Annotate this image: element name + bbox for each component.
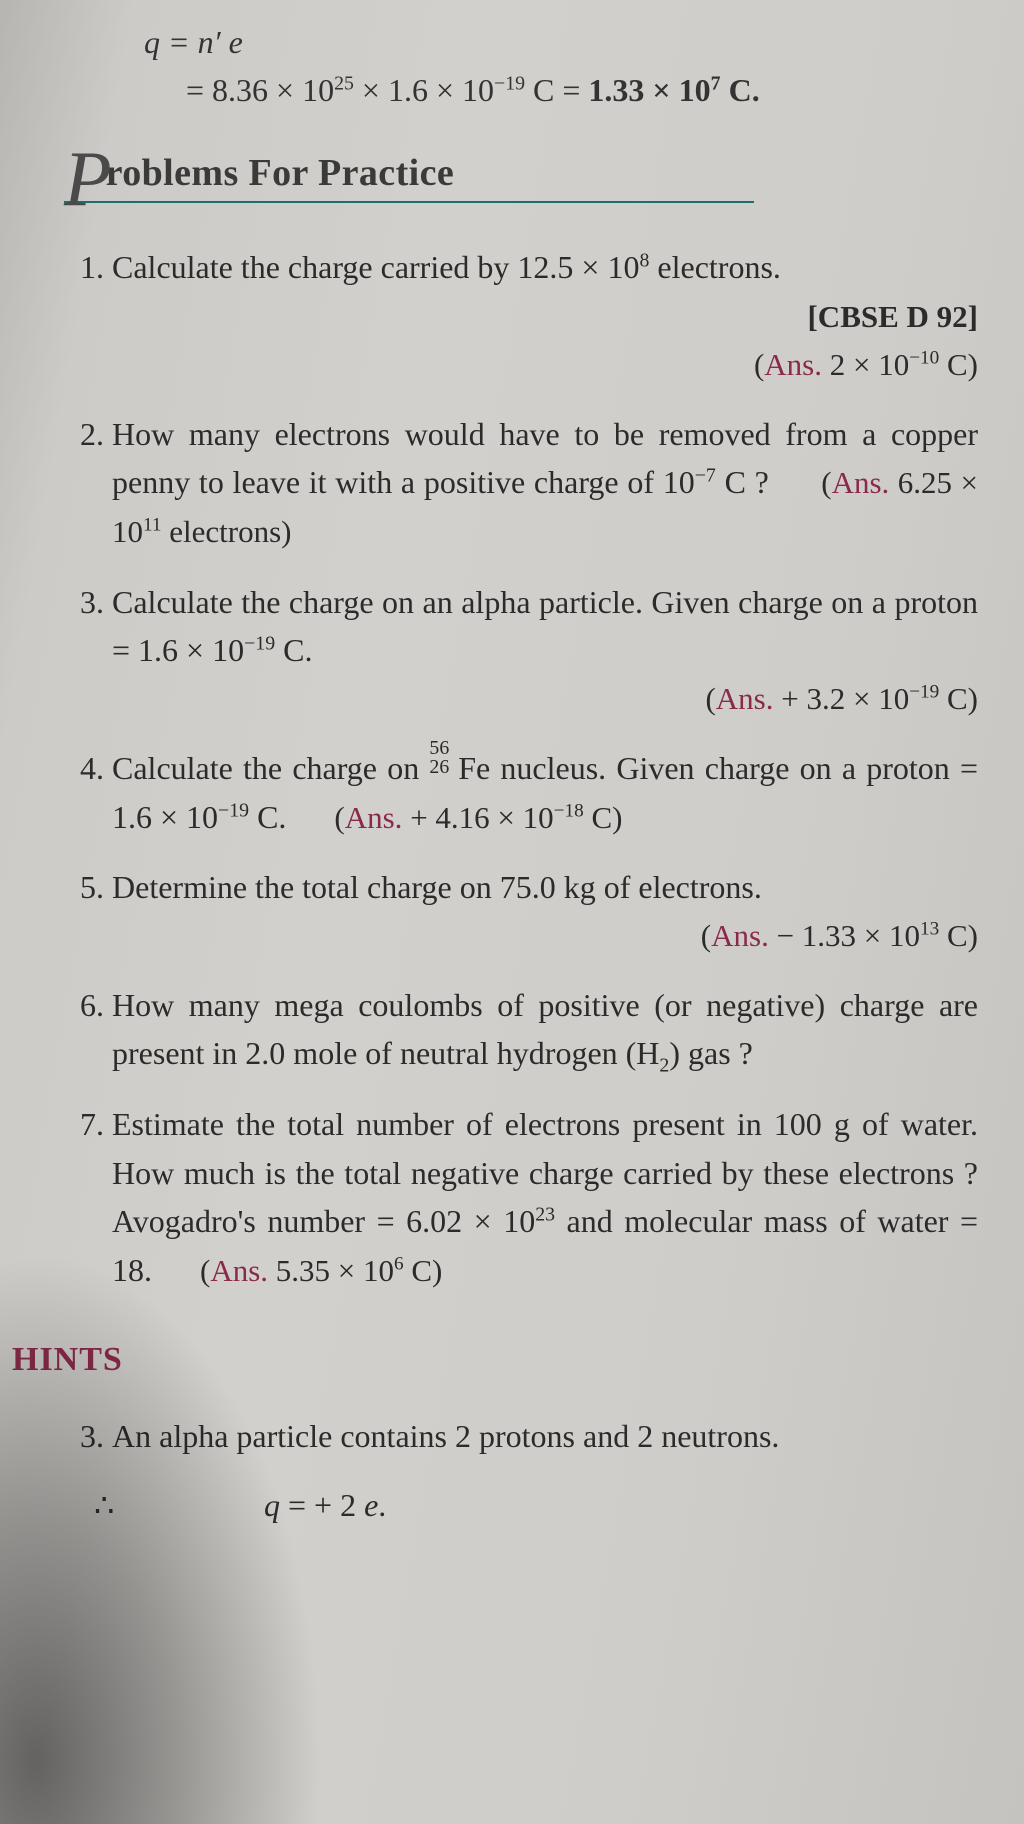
hint-item: An alpha particle contains 2 protons and… <box>112 1411 978 1531</box>
problem-text: Calculate the charge on an alpha particl… <box>112 584 978 669</box>
section-title: roblems For Practice <box>106 151 454 195</box>
problem-item: Calculate the charge carried by 12.5 × 1… <box>112 243 978 388</box>
problem-answer: (Ans. + 4.16 × 10−18 C) <box>334 800 622 835</box>
opening-equation: q = n′ e = 8.36 × 1025 × 1.6 × 10−19 C =… <box>144 18 978 114</box>
page: q = n′ e = 8.36 × 1025 × 1.6 × 10−19 C =… <box>0 0 1024 1824</box>
problem-answer: (Ans. 5.35 × 106 C) <box>200 1253 442 1288</box>
problem-answer: (Ans. − 1.33 × 1013 C) <box>112 912 978 959</box>
section-heading: P roblems For Practice <box>64 148 754 203</box>
problem-text: Determine the total charge on 75.0 kg of… <box>112 869 762 905</box>
therefore-symbol: ∴ <box>94 1480 264 1531</box>
problem-answer: (Ans. 2 × 10−10 C) <box>112 341 978 388</box>
section-dropcap: P <box>64 156 112 203</box>
problem-item: How many electrons would have to be remo… <box>112 410 978 556</box>
problem-item: How many mega coulombs of positive (or n… <box>112 981 978 1078</box>
hints-list: An alpha particle contains 2 protons and… <box>64 1411 978 1531</box>
problem-tag: [CBSE D 92] <box>112 293 978 340</box>
problem-answer: (Ans. + 3.2 × 10−19 C) <box>112 675 978 722</box>
equation-line-2: = 8.36 × 1025 × 1.6 × 10−19 C = 1.33 × 1… <box>186 66 978 114</box>
hints-heading: HINTS <box>12 1341 978 1379</box>
problem-list: Calculate the charge carried by 12.5 × 1… <box>64 243 978 1295</box>
problem-item: Calculate the charge on 5626Fe nucleus. … <box>112 744 978 841</box>
problem-item: Determine the total charge on 75.0 kg of… <box>112 863 978 959</box>
problem-text: Calculate the charge carried by 12.5 × 1… <box>112 249 781 285</box>
problem-item: Calculate the charge on an alpha particl… <box>112 578 978 722</box>
equation-line-1: q = n′ e <box>144 18 978 66</box>
hint-equation-row: ∴ q = + 2 e. <box>94 1480 978 1531</box>
hint-equation: q = + 2 e. <box>264 1480 386 1531</box>
hint-text: An alpha particle contains 2 protons and… <box>112 1418 779 1454</box>
problem-item: Estimate the total number of electrons p… <box>112 1100 978 1295</box>
problem-text: How many mega coulombs of positive (or n… <box>112 987 978 1072</box>
